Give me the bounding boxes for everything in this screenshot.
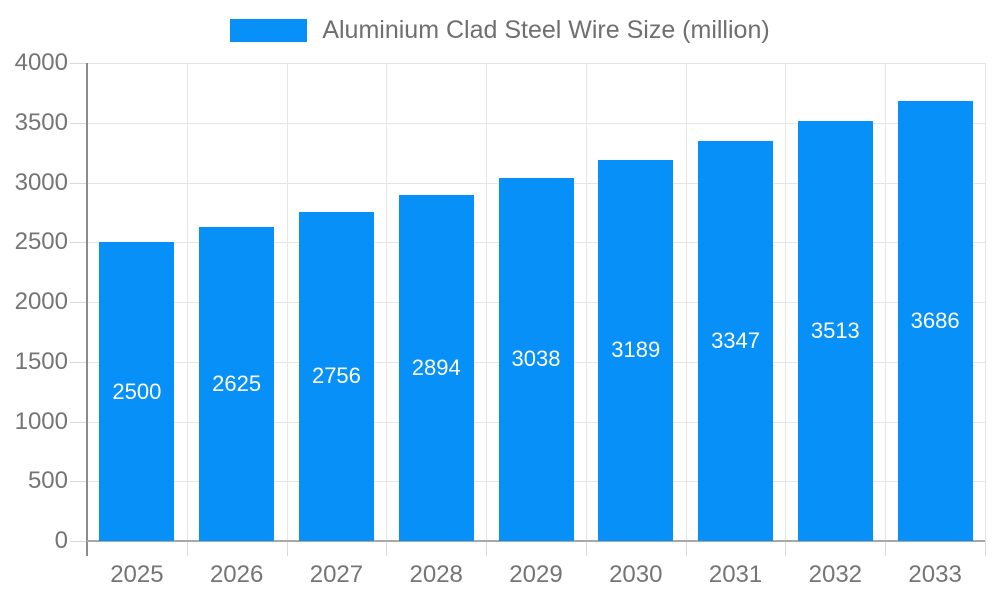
x-tick xyxy=(985,541,986,556)
x-axis-label: 2026 xyxy=(209,561,264,588)
legend-label: Aluminium Clad Steel Wire Size (million) xyxy=(322,16,770,44)
x-axis-label: 2033 xyxy=(908,561,962,588)
x-gridline xyxy=(585,63,587,541)
bar xyxy=(897,100,973,541)
y-gridline xyxy=(87,63,985,64)
x-tick xyxy=(585,541,587,556)
bar-value-label: 3513 xyxy=(810,318,860,344)
y-axis-label: 1500 xyxy=(14,347,68,375)
legend-swatch xyxy=(230,19,308,42)
y-axis-label: 3000 xyxy=(14,168,68,196)
bar-value-label: 3686 xyxy=(910,307,960,333)
y-axis-label: 2500 xyxy=(14,228,68,256)
y-axis-label: 2000 xyxy=(14,288,68,315)
y-axis-label: 500 xyxy=(27,467,68,495)
y-tick xyxy=(70,63,87,64)
x-gridline xyxy=(286,63,288,541)
x-gridline xyxy=(685,63,687,541)
x-tick xyxy=(885,541,887,556)
bar-value-label: 2756 xyxy=(311,363,361,389)
legend: Aluminium Clad Steel Wire Size (million) xyxy=(0,16,1000,45)
x-gridline xyxy=(486,63,488,541)
y-tick xyxy=(70,182,87,184)
x-tick xyxy=(286,541,288,556)
bar xyxy=(498,177,574,541)
x-tick xyxy=(486,541,488,556)
bar xyxy=(698,141,774,541)
x-axis-label: 2025 xyxy=(110,561,164,588)
x-tick xyxy=(685,541,687,556)
y-axis-line xyxy=(86,63,88,556)
y-tick xyxy=(70,242,87,244)
x-axis-label: 2028 xyxy=(409,561,463,588)
bar xyxy=(99,242,175,541)
bar xyxy=(398,195,474,541)
x-gridline xyxy=(785,63,787,541)
bar xyxy=(199,227,275,541)
x-gridline xyxy=(186,63,188,541)
y-axis-label: 4000 xyxy=(14,49,68,76)
y-gridline xyxy=(87,122,985,124)
x-gridline xyxy=(985,63,986,541)
y-axis-label: 3500 xyxy=(14,108,68,136)
y-tick xyxy=(70,481,87,483)
x-axis-label: 2030 xyxy=(609,561,663,588)
y-tick xyxy=(70,421,87,423)
x-tick xyxy=(186,541,188,556)
y-tick xyxy=(70,361,87,363)
bar-value-label: 3189 xyxy=(611,337,661,363)
y-axis-label: 0 xyxy=(54,527,68,554)
bar xyxy=(797,121,873,541)
bar-value-label: 2500 xyxy=(112,378,162,404)
y-tick xyxy=(70,541,87,542)
y-tick xyxy=(70,122,87,124)
bar-value-label: 2625 xyxy=(212,371,262,397)
y-axis-label: 1000 xyxy=(14,407,68,435)
bar xyxy=(598,159,674,541)
x-axis-label: 2027 xyxy=(309,561,364,588)
y-tick xyxy=(70,302,87,303)
x-axis-line xyxy=(87,540,985,542)
bar-value-label: 3038 xyxy=(511,346,561,372)
x-gridline xyxy=(386,63,388,541)
x-tick xyxy=(785,541,787,556)
x-gridline xyxy=(885,63,887,541)
x-axis-label: 2032 xyxy=(808,561,863,588)
x-axis-label: 2031 xyxy=(708,561,763,588)
bar-value-label: 2894 xyxy=(411,355,461,381)
bar-value-label: 3347 xyxy=(711,328,761,354)
bar xyxy=(298,211,374,541)
x-axis-label: 2029 xyxy=(509,561,563,588)
legend-item[interactable]: Aluminium Clad Steel Wire Size (million) xyxy=(230,16,770,45)
x-tick xyxy=(386,541,388,556)
